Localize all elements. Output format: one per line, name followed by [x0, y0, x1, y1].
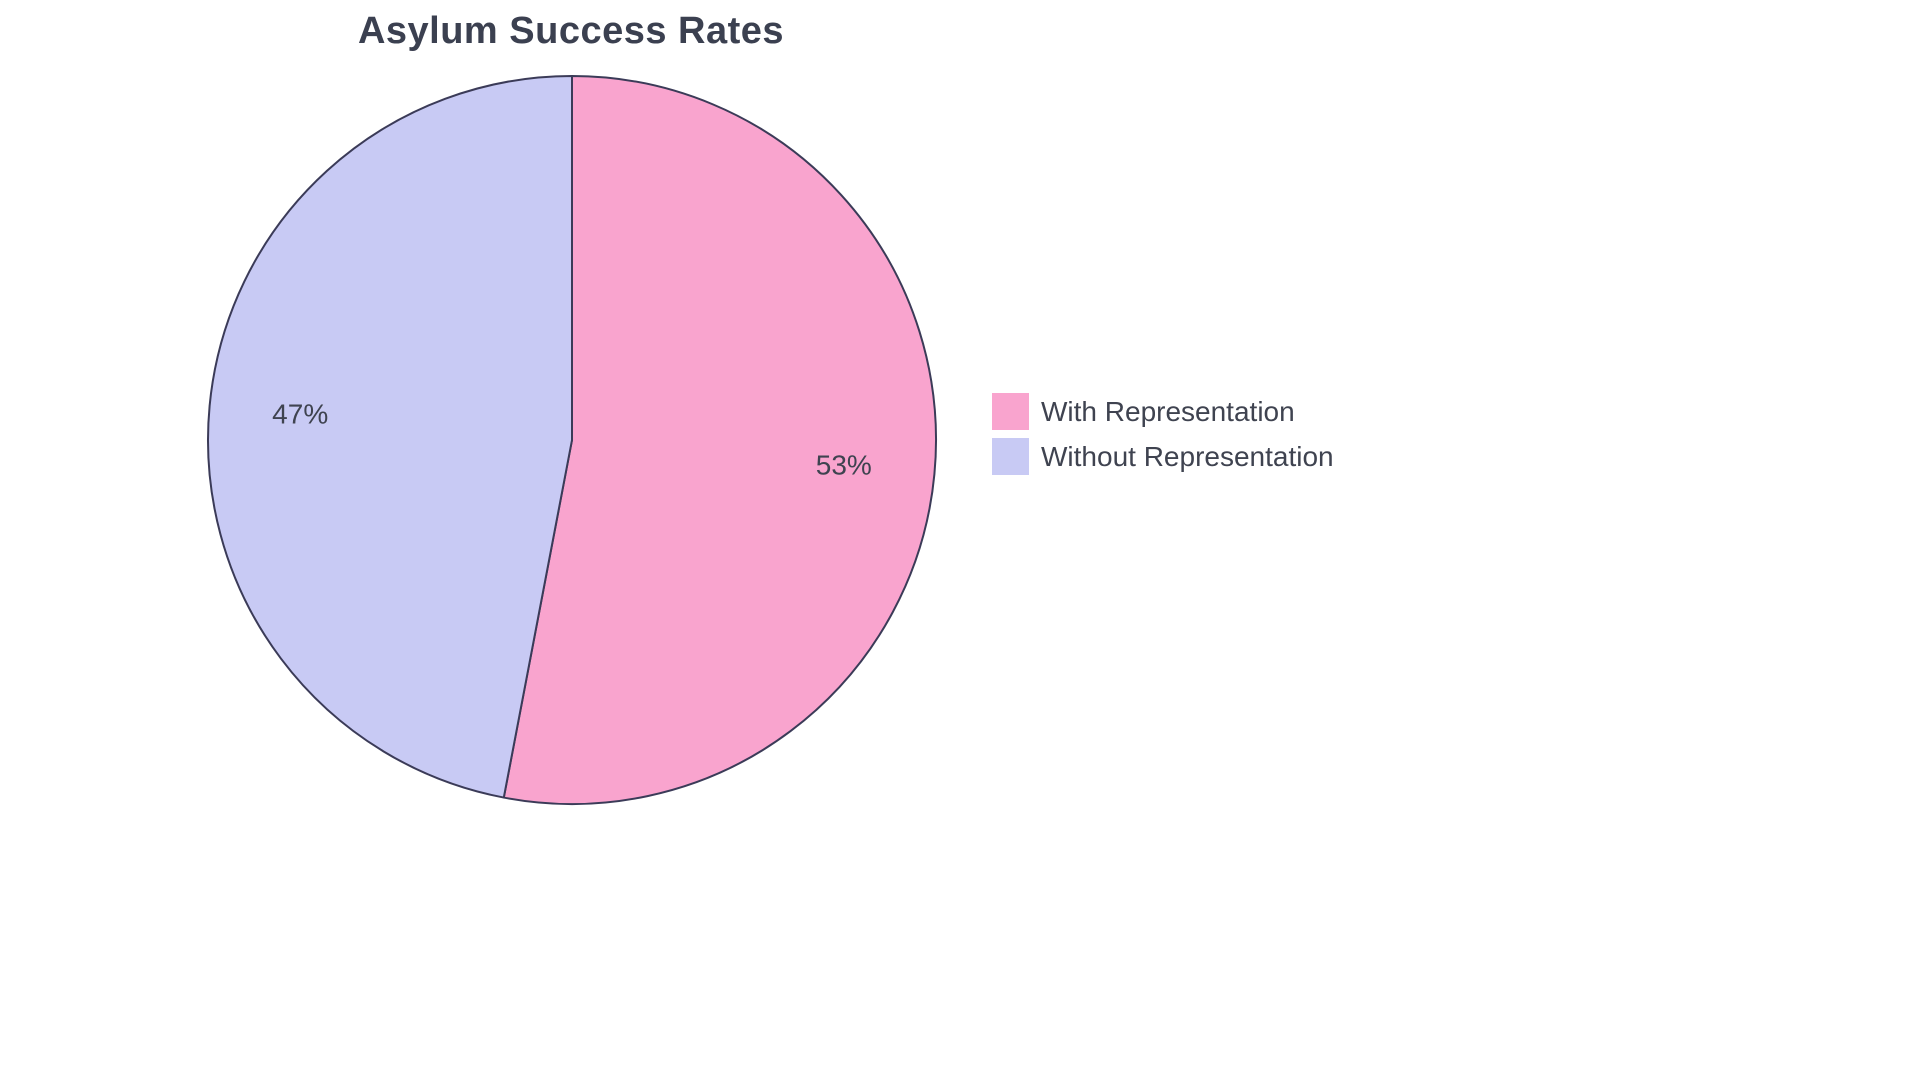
- legend-label-with-representation: With Representation: [1041, 395, 1295, 427]
- pie-percent-label-with-representation: 53%: [816, 450, 872, 481]
- pie-slice-without-representation: [207, 75, 573, 799]
- chart-title: Asylum Success Rates: [357, 10, 785, 52]
- legend-swatch-without-representation: [992, 438, 1029, 475]
- legend-label-without-representation: Without Representation: [1041, 440, 1334, 472]
- legend: With Representation Without Representati…: [992, 393, 1334, 475]
- pie-slice-with-representation: [502, 75, 937, 805]
- pie-percent-label-without-representation: 47%: [272, 398, 328, 429]
- legend-item-with-representation: With Representation: [992, 393, 1334, 430]
- legend-item-without-representation: Without Representation: [992, 438, 1334, 475]
- legend-swatch-with-representation: [992, 393, 1029, 430]
